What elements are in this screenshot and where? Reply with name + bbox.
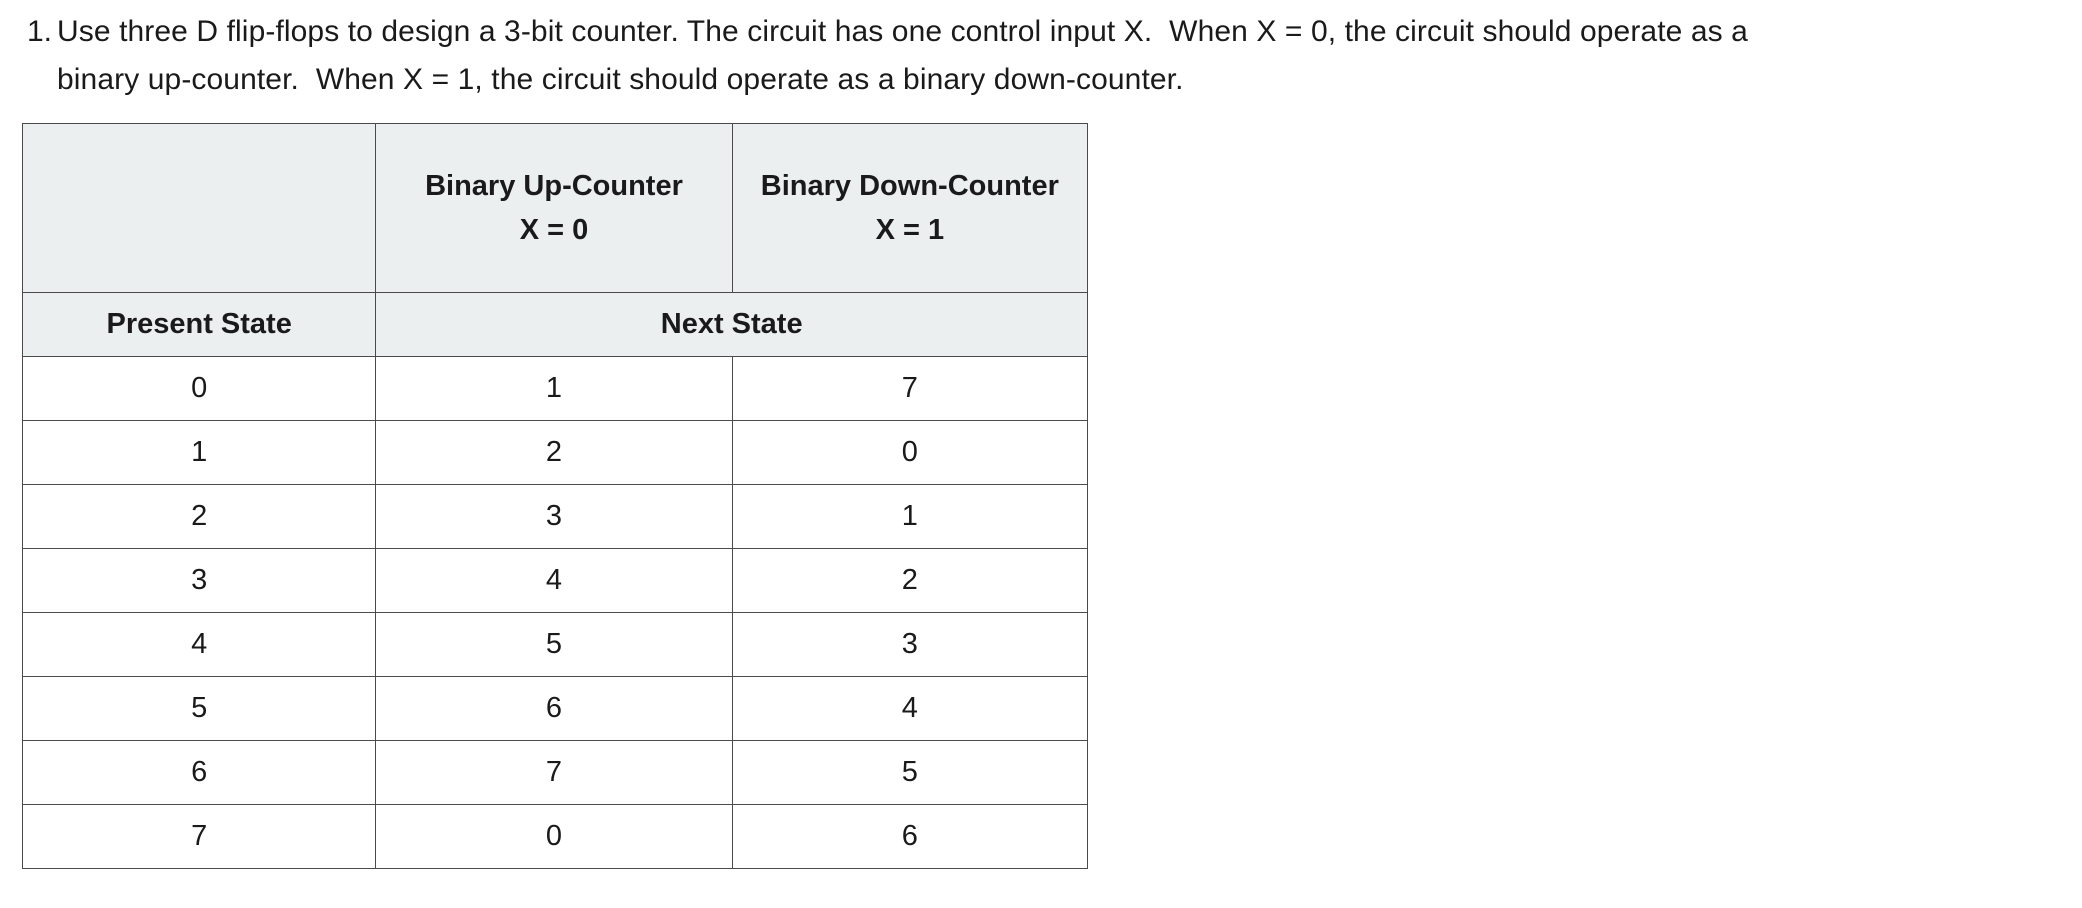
up-counter-title: Binary Up-Counter [425,170,683,202]
cell-present-state: 6 [21,740,377,805]
cell-next-state-down: 7 [731,356,1089,421]
cell-present-state: 5 [21,676,377,741]
table-row: 1 2 0 [21,420,1089,485]
down-counter-condition: X = 1 [875,214,945,246]
cell-present-state: 7 [21,804,377,869]
cell-next-state-up: 5 [375,612,733,677]
cell-next-state-down: 5 [731,740,1089,805]
table-header-row-top: Binary Up-Counter X = 0 Binary Down-Coun… [21,123,1089,293]
cell-next-state-down: 0 [731,420,1089,485]
table-row: 2 3 1 [21,484,1089,549]
question-block: 1. Use three D flip-flops to design a 3-… [27,8,2057,104]
down-counter-title: Binary Down-Counter [760,170,1059,202]
cell-next-state-up: 0 [375,804,733,869]
header-cell-down-counter: Binary Down-Counter X = 1 [731,123,1089,293]
question-list-item: 1. Use three D flip-flops to design a 3-… [27,8,2057,104]
table-row: 7 0 6 [21,804,1089,869]
table-row: 5 6 4 [21,676,1089,741]
cell-next-state-up: 2 [375,420,733,485]
question-text: Use three D flip-flops to design a 3-bit… [57,8,2032,104]
header-cell-up-counter: Binary Up-Counter X = 0 [375,123,733,293]
table-header-row-second: Present State Next State [21,292,1088,357]
table-row: 0 1 7 [21,356,1089,421]
table-row: 6 7 5 [21,740,1089,805]
state-table-container: Binary Up-Counter X = 0 Binary Down-Coun… [21,123,1089,869]
cell-next-state-up: 7 [375,740,733,805]
cell-present-state: 0 [21,356,377,421]
cell-next-state-down: 3 [731,612,1089,677]
cell-next-state-down: 1 [731,484,1089,549]
up-counter-condition: X = 0 [519,214,589,246]
cell-present-state: 3 [21,548,377,613]
cell-next-state-up: 1 [375,356,733,421]
cell-next-state-up: 6 [375,676,733,741]
cell-present-state: 2 [21,484,377,549]
header-cell-present-state: Present State [21,292,377,357]
question-line-1: Use three D flip-flops to design a 3-bit… [57,15,1748,48]
cell-next-state-down: 4 [731,676,1089,741]
cell-next-state-up: 4 [375,548,733,613]
header-cell-next-state: Next State [375,292,1088,357]
state-transition-table: Binary Up-Counter X = 0 Binary Down-Coun… [21,123,1089,869]
cell-next-state-up: 3 [375,484,733,549]
table-row: 4 5 3 [21,612,1089,677]
question-line-2: binary up-counter. When X = 1, the circu… [57,63,1184,96]
list-number: 1. [27,15,53,48]
table-row: 3 4 2 [21,548,1089,613]
cell-next-state-down: 6 [731,804,1089,869]
cell-present-state: 4 [21,612,377,677]
header-cell-blank [21,123,377,293]
cell-present-state: 1 [21,420,377,485]
cell-next-state-down: 2 [731,548,1089,613]
